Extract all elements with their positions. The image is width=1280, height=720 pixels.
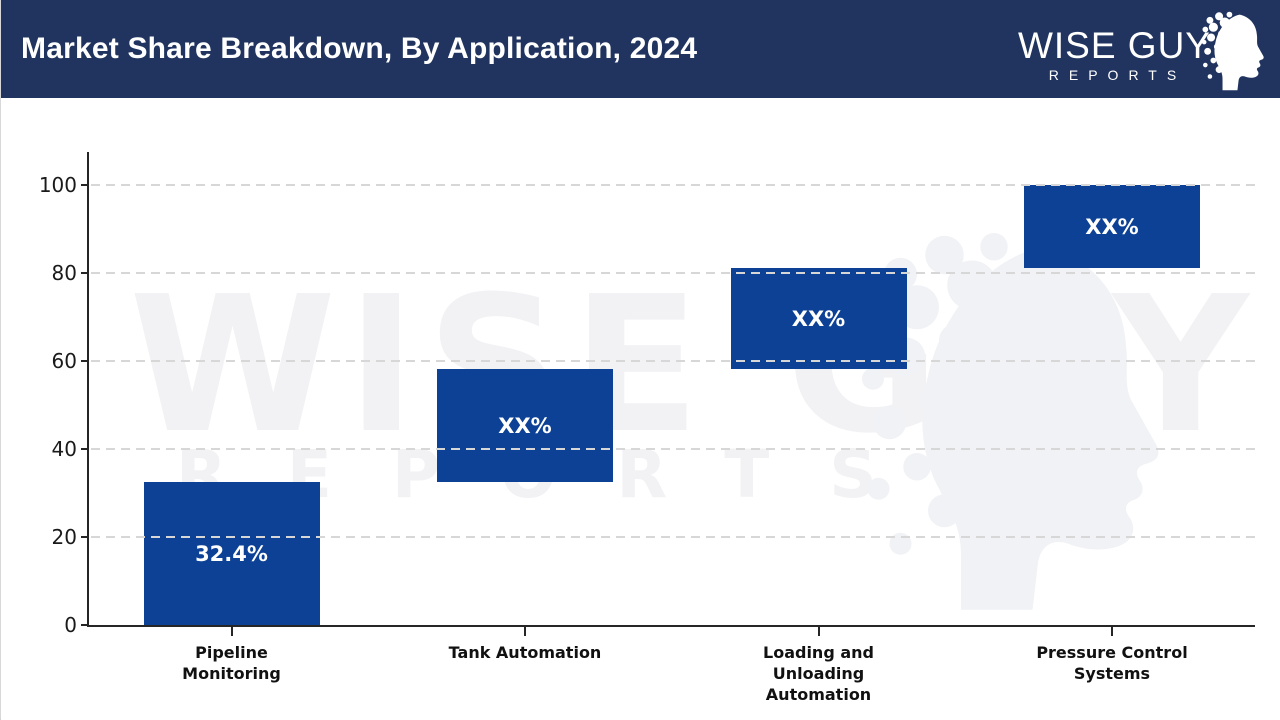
bar-0	[143, 482, 320, 625]
category-label-3: Pressure Control Systems	[1036, 643, 1188, 683]
bar-label-0: 32.4%	[195, 541, 268, 566]
category-label-0: Pipeline Monitoring	[182, 643, 281, 683]
category-label-1: Tank Automation	[448, 643, 602, 662]
x-tick-mark-1	[524, 627, 526, 636]
y-tick-mark-0	[81, 624, 89, 626]
y-tick-mark-80	[81, 272, 89, 274]
y-tick-label-100: 100	[38, 173, 77, 197]
brand-subname: REPORTS	[1048, 67, 1187, 84]
x-tick-mark-0	[230, 627, 233, 636]
y-tick-mark-60	[81, 360, 89, 362]
y-tick-label-0: 0	[64, 613, 77, 637]
y-tick-label-40: 40	[51, 437, 77, 461]
bar-label-2: XX%	[791, 306, 846, 331]
y-tick-mark-20	[81, 536, 89, 538]
bar-3	[1024, 185, 1200, 269]
bar-label-1: XX%	[498, 413, 552, 438]
gridline-20	[91, 536, 1255, 538]
y-tick-label-20: 20	[51, 525, 77, 549]
brand-name: WISE GUY	[1017, 24, 1211, 66]
gridline-100	[91, 184, 1255, 186]
y-tick-label-60: 60	[51, 349, 77, 373]
x-tick-mark-3	[1111, 627, 1113, 636]
watermark-head-icon	[862, 233, 1159, 610]
header-banner: Market Share Breakdown, By Application, …	[1, 0, 1280, 98]
gridline-80	[91, 272, 1255, 274]
x-tick-mark-2	[817, 627, 820, 636]
head-profile-icon	[1201, 11, 1264, 91]
x-axis	[87, 625, 1255, 627]
gridline-60	[91, 360, 1255, 362]
y-tick-mark-40	[81, 448, 89, 450]
y-tick-label-80: 80	[51, 261, 77, 285]
category-label-2: Loading and Unloading Automation	[763, 643, 874, 704]
bar-1	[437, 368, 613, 483]
y-tick-mark-100	[81, 184, 89, 186]
y-axis	[87, 152, 89, 627]
chart-area: WISE GUY REPORTS 32.4%XX%XX%XX%020406080…	[1, 98, 1280, 720]
bar-label-3: XX%	[1085, 214, 1139, 239]
bar-2	[730, 268, 907, 369]
gridline-40	[91, 448, 1255, 450]
brand-logo: WISE GUY REPORTS	[1018, 10, 1271, 96]
page-title: Market Share Breakdown, By Application, …	[21, 32, 698, 65]
brand-wordmark: WISE GUY REPORTS	[1017, 24, 1211, 84]
